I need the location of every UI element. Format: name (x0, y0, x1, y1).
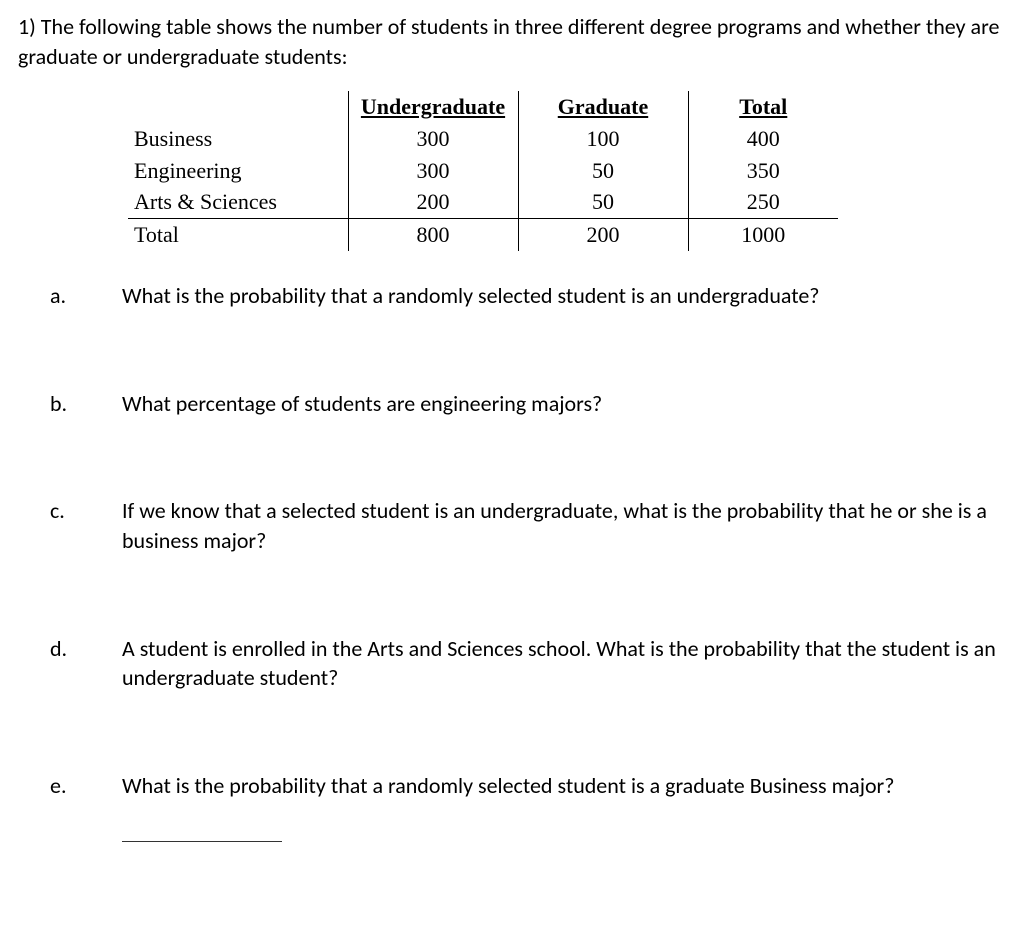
col-header: Graduate (518, 91, 688, 123)
row-label: Arts & Sciences (128, 186, 348, 218)
question-text: If we know that a selected student is an… (122, 496, 1006, 555)
question-label: d. (50, 634, 122, 664)
question-item: d. A student is enrolled in the Arts and… (18, 634, 1006, 693)
question-label: c. (50, 496, 122, 526)
table-row-total: Total 800 200 1000 (128, 219, 838, 251)
question-item: e. What is the probability that a random… (18, 771, 1006, 801)
footer-rule (122, 841, 282, 842)
header-blank (128, 91, 348, 123)
table-row: Business 300 100 400 (128, 123, 838, 155)
problem-intro: 1) The following table shows the number … (18, 12, 1006, 71)
col-header: Total (688, 91, 838, 123)
cell: 50 (518, 155, 688, 187)
cell: 200 (348, 186, 518, 218)
cell: 350 (688, 155, 838, 187)
question-item: b. What percentage of students are engin… (18, 389, 1006, 419)
cell: 1000 (688, 219, 838, 251)
table-row: Arts & Sciences 200 50 250 (128, 186, 838, 218)
cell: 300 (348, 155, 518, 187)
cell: 250 (688, 186, 838, 218)
cell: 300 (348, 123, 518, 155)
question-item: c. If we know that a selected student is… (18, 496, 1006, 555)
cell: 50 (518, 186, 688, 218)
question-label: b. (50, 389, 122, 419)
question-text: What percentage of students are engineer… (122, 389, 1006, 419)
question-item: a. What is the probability that a random… (18, 281, 1006, 311)
question-label: e. (50, 771, 122, 801)
question-label: a. (50, 281, 122, 311)
table-row: Engineering 300 50 350 (128, 155, 838, 187)
row-label: Business (128, 123, 348, 155)
table-header-row: Undergraduate Graduate Total (128, 91, 838, 123)
row-label: Total (128, 219, 348, 251)
cell: 800 (348, 219, 518, 251)
question-text: What is the probability that a randomly … (122, 771, 1006, 801)
question-list: a. What is the probability that a random… (18, 281, 1006, 801)
data-table-wrapper: Undergraduate Graduate Total Business 30… (128, 91, 1006, 250)
row-label: Engineering (128, 155, 348, 187)
question-text: What is the probability that a randomly … (122, 281, 1006, 311)
cell: 100 (518, 123, 688, 155)
student-table: Undergraduate Graduate Total Business 30… (128, 91, 838, 250)
cell: 400 (688, 123, 838, 155)
cell: 200 (518, 219, 688, 251)
question-text: A student is enrolled in the Arts and Sc… (122, 634, 1006, 693)
col-header: Undergraduate (348, 91, 518, 123)
